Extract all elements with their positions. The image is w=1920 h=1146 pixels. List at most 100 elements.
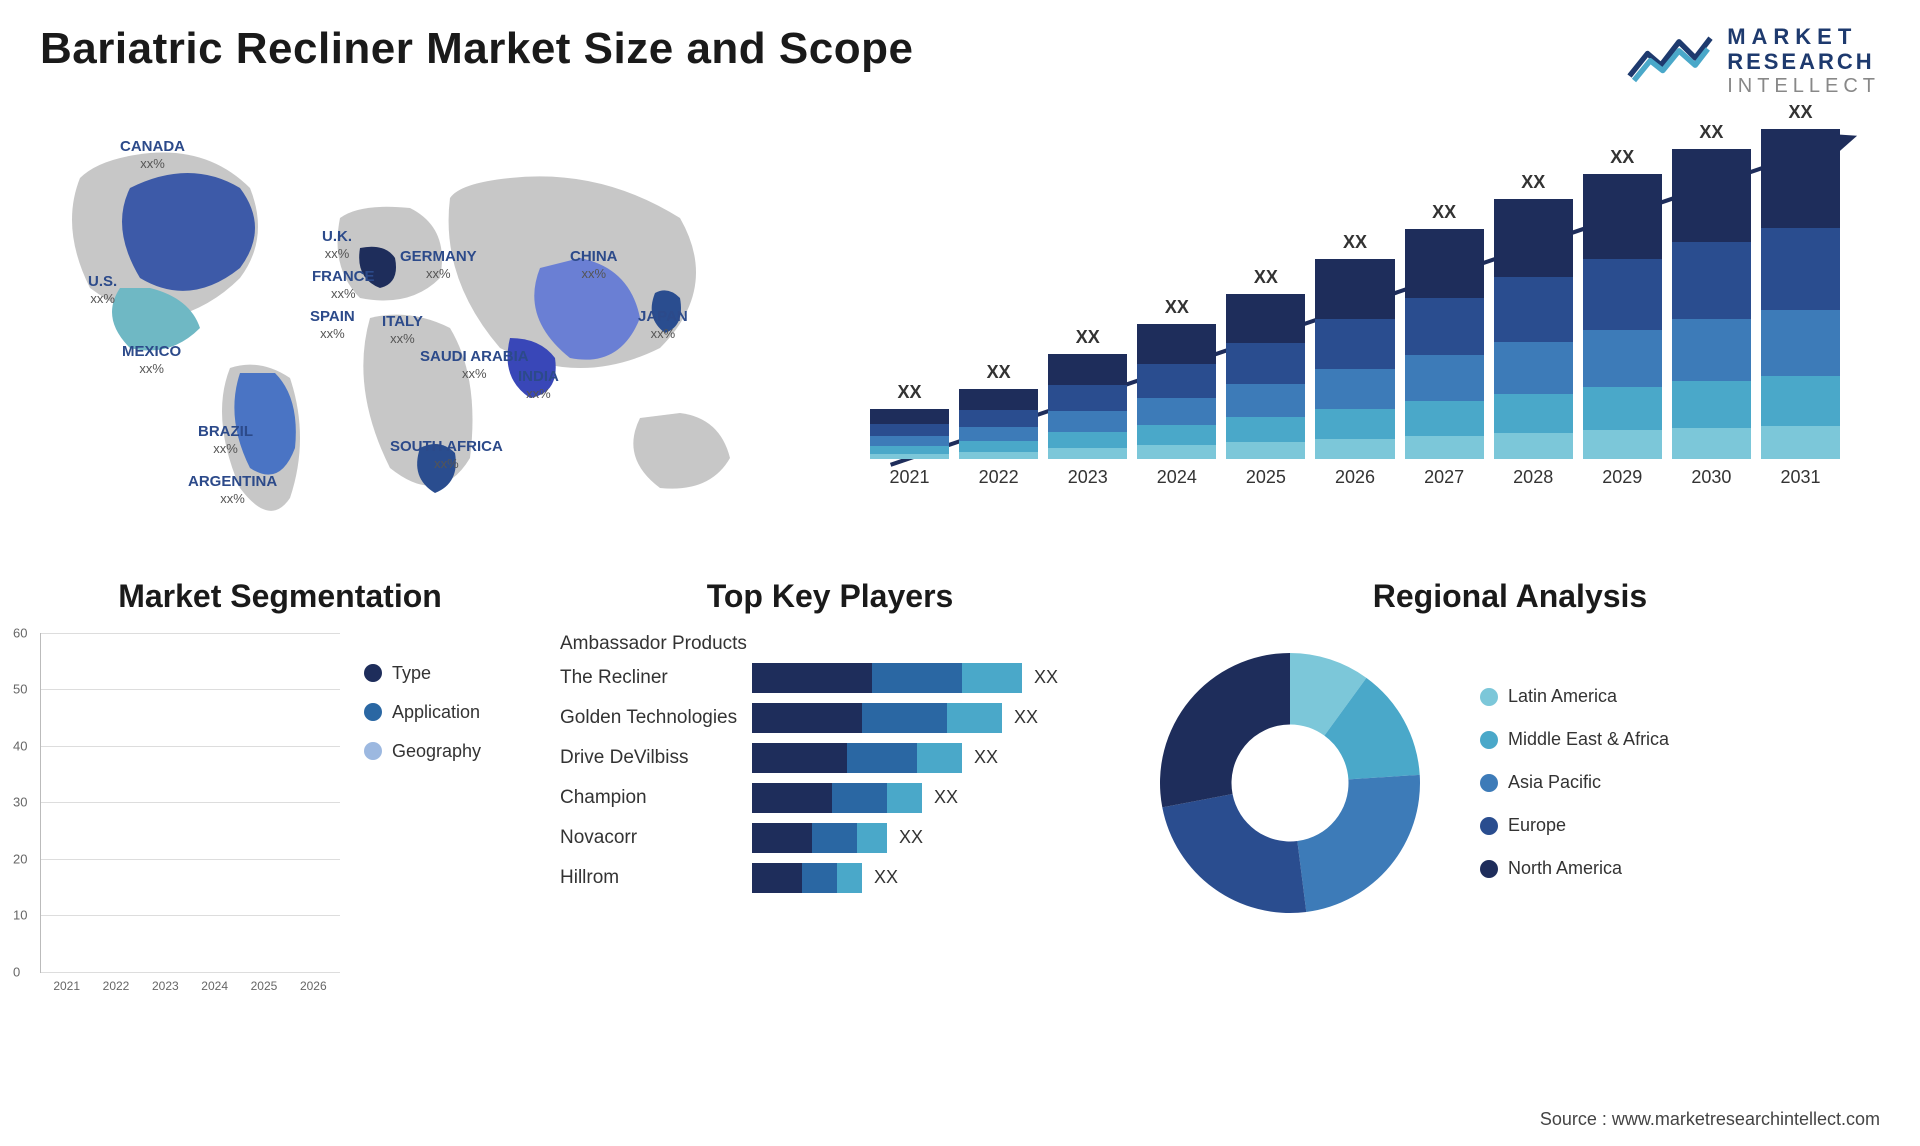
growth-bar-2022: XX2022: [959, 362, 1038, 488]
map-label-u-s-: U.S.xx%: [88, 273, 117, 307]
seg-ytick: 40: [13, 738, 27, 753]
region-panel: Regional Analysis Latin America Middle Ea…: [1140, 578, 1880, 1098]
growth-bar-2029: XX 2029: [1583, 147, 1662, 488]
player-row-drive-devilbiss: Drive DeVilbiss XX: [560, 743, 1100, 773]
map-label-mexico: MEXICOxx%: [122, 343, 181, 377]
growth-year-label: 2024: [1157, 467, 1197, 488]
region-donut: [1140, 633, 1440, 933]
seg-ytick: 20: [13, 851, 27, 866]
seg-ytick: 0: [13, 964, 20, 979]
region-legend-latin-america: Latin America: [1480, 686, 1669, 707]
seg-year-label: 2021: [46, 979, 87, 993]
logo-text-3: INTELLECT: [1727, 75, 1880, 98]
growth-year-label: 2028: [1513, 467, 1553, 488]
logo-icon: [1625, 28, 1715, 93]
growth-year-label: 2023: [1068, 467, 1108, 488]
map-label-italy: ITALYxx%: [382, 313, 423, 347]
player-value: XX: [1034, 667, 1058, 688]
growth-bar-2021: XX 2021: [870, 382, 949, 488]
growth-year-label: 2027: [1424, 467, 1464, 488]
growth-year-label: 2021: [890, 467, 930, 488]
growth-bar-value: XX: [1610, 147, 1634, 168]
seg-year-label: 2026: [293, 979, 334, 993]
seg-ytick: 50: [13, 682, 27, 697]
map-label-china: CHINAxx%: [570, 248, 618, 282]
seg-year-label: 2022: [95, 979, 136, 993]
player-value: XX: [874, 867, 898, 888]
growth-bar-2027: XX 2027: [1405, 202, 1484, 488]
seg-year-label: 2023: [145, 979, 186, 993]
players-list: The ReclinerXXGolden TechnologiesXXDrive…: [560, 663, 1100, 893]
growth-bar-value: XX: [1432, 202, 1456, 223]
world-map-panel: CANADAxx% U.S.xx% MEXICOxx% BRAZILxx% ARGENT…: [40, 118, 820, 538]
seg-ytick: 60: [13, 625, 27, 640]
donut-slice-europe: [1162, 794, 1306, 913]
growth-bar-value: XX: [1699, 122, 1723, 143]
player-row-novacorr: Novacorr XX: [560, 823, 1100, 853]
donut-slice-asia-pacific: [1297, 774, 1420, 911]
map-label-spain: SPAINxx%: [310, 308, 355, 342]
player-row-hillrom: Hillrom XX: [560, 863, 1100, 893]
player-value: XX: [974, 747, 998, 768]
seg-legend-type: Type: [364, 663, 481, 684]
region-title: Regional Analysis: [1140, 578, 1880, 615]
map-label-saudi-arabia: SAUDI ARABIAxx%: [420, 348, 529, 382]
growth-year-label: 2030: [1691, 467, 1731, 488]
growth-year-label: 2031: [1780, 467, 1820, 488]
segmentation-title: Market Segmentation: [40, 578, 520, 615]
segmentation-panel: Market Segmentation 0102030405060 2021 20…: [40, 578, 520, 1098]
map-label-canada: CANADAxx%: [120, 138, 185, 172]
seg-year-label: 2025: [243, 979, 284, 993]
seg-ytick: 10: [13, 908, 27, 923]
page-title: Bariatric Recliner Market Size and Scope: [40, 24, 913, 74]
map-label-argentina: ARGENTINAxx%: [188, 473, 277, 507]
player-value: XX: [1014, 707, 1038, 728]
segmentation-chart: 0102030405060: [40, 633, 340, 973]
player-name: Hillrom: [560, 867, 740, 889]
brand-logo: MARKET RESEARCH INTELLECT: [1625, 24, 1880, 98]
player-row-golden-technologies: Golden Technologies XX: [560, 703, 1100, 733]
growth-bar-value: XX: [1254, 267, 1278, 288]
growth-bar-value: XX: [1076, 327, 1100, 348]
map-label-brazil: BRAZILxx%: [198, 423, 253, 457]
donut-slice-north-america: [1160, 653, 1290, 807]
map-label-south-africa: SOUTH AFRICAxx%: [390, 438, 503, 472]
growth-bar-2024: XX 2024: [1137, 297, 1216, 488]
map-label-japan: JAPANxx%: [638, 308, 688, 342]
player-name: The Recliner: [560, 667, 740, 689]
players-title: Top Key Players: [560, 578, 1100, 615]
region-legend-middle-east-africa: Middle East & Africa: [1480, 729, 1669, 750]
player-name: Golden Technologies: [560, 707, 740, 729]
seg-legend-application: Application: [364, 702, 481, 723]
growth-bar-value: XX: [1343, 232, 1367, 253]
growth-bar-value: XX: [1165, 297, 1189, 318]
growth-year-label: 2022: [979, 467, 1019, 488]
map-label-france: FRANCExx%: [312, 268, 375, 302]
world-map: [40, 118, 820, 538]
region-legend: Latin America Middle East & Africa Asia Pa…: [1480, 686, 1669, 879]
seg-legend-geography: Geography: [364, 741, 481, 762]
growth-bar-2028: XX 2028: [1494, 172, 1573, 488]
growth-bar-value: XX: [1521, 172, 1545, 193]
growth-bar-2031: XX2031: [1761, 102, 1840, 488]
growth-year-label: 2026: [1335, 467, 1375, 488]
growth-bar-2030: XX 2030: [1672, 122, 1751, 488]
players-heading-row: Ambassador Products: [560, 633, 1100, 655]
logo-text-2: RESEARCH: [1727, 49, 1880, 74]
region-legend-north-america: North America: [1480, 858, 1669, 879]
region-legend-asia-pacific: Asia Pacific: [1480, 772, 1669, 793]
source-credit: Source : www.marketresearchintellect.com: [1540, 1109, 1880, 1130]
growth-bar-2023: XX 2023: [1048, 327, 1127, 488]
player-name: Novacorr: [560, 827, 740, 849]
growth-year-label: 2029: [1602, 467, 1642, 488]
map-label-germany: GERMANYxx%: [400, 248, 477, 282]
player-name: Drive DeVilbiss: [560, 747, 740, 769]
growth-chart-panel: XX2021XX2022XX2023XX2024XX2025XX2026XX20…: [860, 118, 1880, 538]
growth-year-label: 2025: [1246, 467, 1286, 488]
seg-ytick: 30: [13, 795, 27, 810]
region-legend-europe: Europe: [1480, 815, 1669, 836]
segmentation-legend: Type Application Geography: [364, 633, 481, 993]
growth-bar-2026: XX 2026: [1315, 232, 1394, 488]
growth-bar-value: XX: [898, 382, 922, 403]
player-value: XX: [899, 827, 923, 848]
